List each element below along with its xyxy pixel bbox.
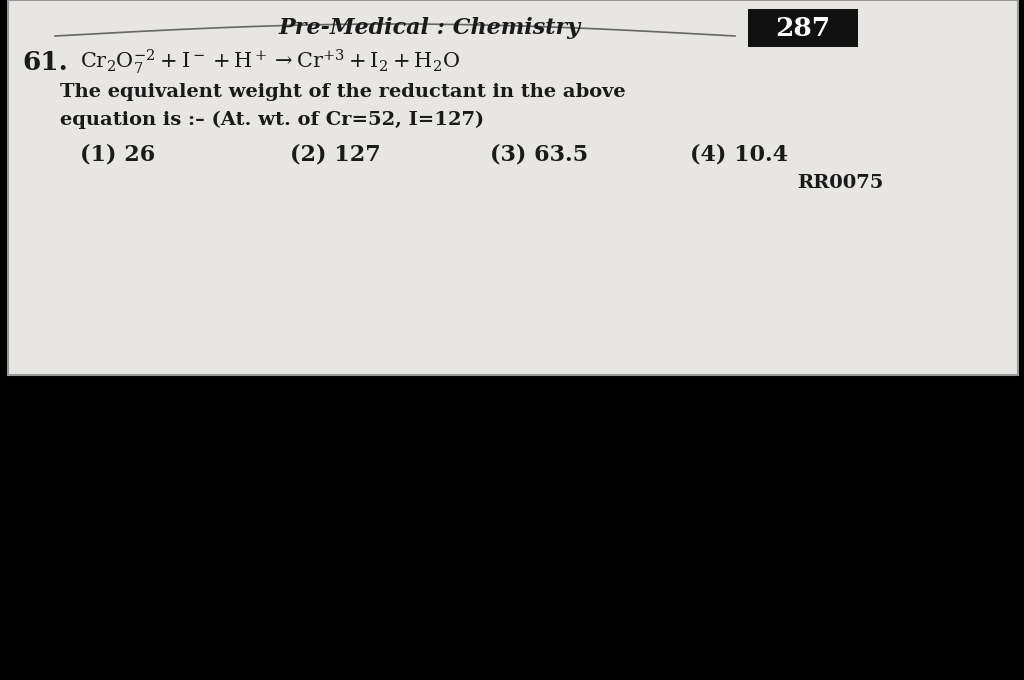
Text: The equivalent weight of the reductant in the above: The equivalent weight of the reductant i…	[60, 83, 626, 101]
Text: Pre-Medical : Chemistry: Pre-Medical : Chemistry	[279, 17, 581, 39]
Text: (1) 26: (1) 26	[80, 144, 156, 166]
Bar	[8, 0, 1018, 375]
Text: 287: 287	[775, 16, 830, 41]
Text: $\mathregular{Cr_2O_7^{-2} + I^- + H^+ \rightarrow Cr^{+3} + I_2 + H_2O}$: $\mathregular{Cr_2O_7^{-2} + I^- + H^+ \…	[80, 48, 460, 76]
Text: (4) 10.4: (4) 10.4	[690, 144, 788, 166]
Text: equation is :– (At. wt. of Cr=52, I=127): equation is :– (At. wt. of Cr=52, I=127)	[60, 111, 484, 129]
Text: RR0075: RR0075	[797, 174, 883, 192]
Text: (2) 127: (2) 127	[290, 144, 381, 166]
Text: 61.: 61.	[22, 50, 68, 75]
Bar	[748, 9, 858, 47]
Text: (3) 63.5: (3) 63.5	[490, 144, 588, 166]
